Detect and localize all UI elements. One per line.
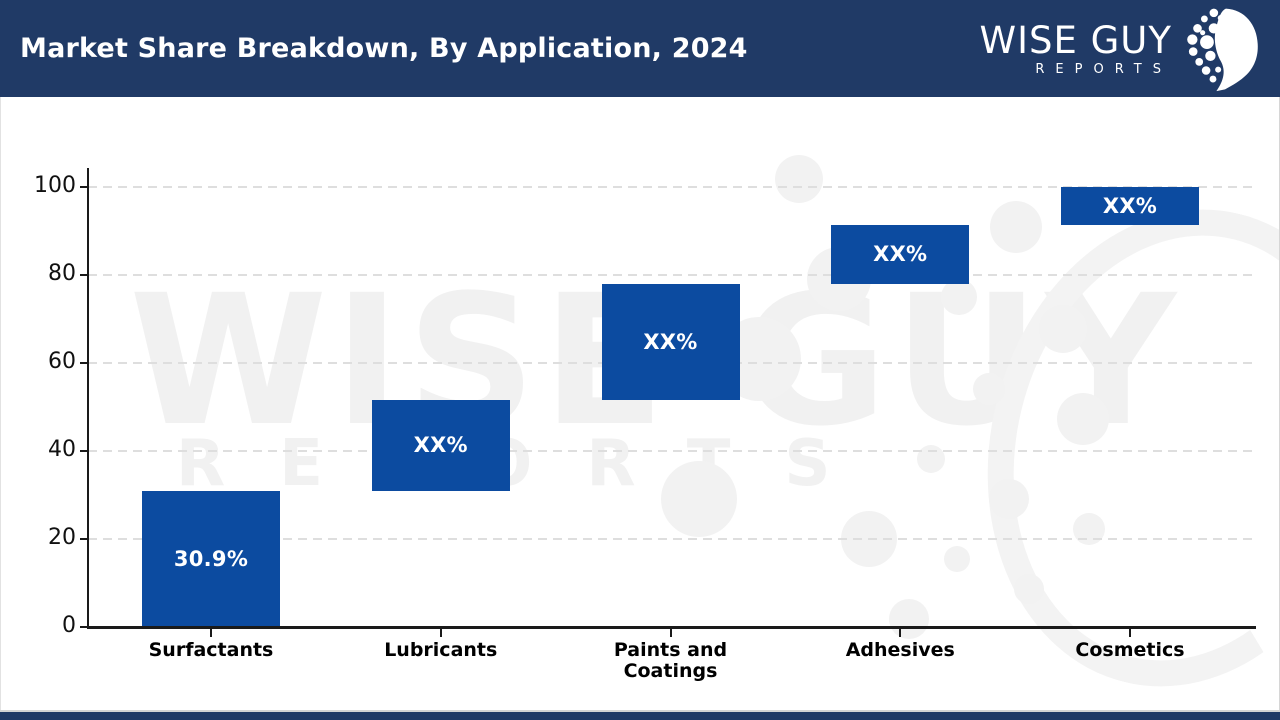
x-axis-tick-mark: [439, 629, 442, 637]
watermark-dot: [1039, 305, 1087, 353]
x-axis-category-label: Cosmetics: [1075, 639, 1185, 661]
bar-value-label: XX%: [413, 433, 468, 458]
x-axis-category-label: Surfactants: [148, 639, 274, 661]
wise-guy-logo: WISE GUY REPORTS: [980, 6, 1262, 92]
watermark-dot: [889, 599, 929, 639]
bar-value-label: XX%: [643, 329, 698, 354]
logo-text: WISE GUY REPORTS: [980, 22, 1172, 76]
y-axis-tick-label: 100: [34, 173, 76, 198]
watermark-dot: [944, 546, 970, 572]
page-title: Market Share Breakdown, By Application, …: [20, 33, 748, 64]
x-axis-category-label: Lubricants: [384, 639, 498, 661]
bar-adhesives: XX%: [831, 224, 970, 284]
watermark-dot: [941, 279, 977, 315]
x-axis-tick-mark: [899, 629, 902, 637]
gridline: [88, 186, 1255, 188]
gridline: [88, 450, 1255, 452]
logo-subtext: REPORTS: [1035, 61, 1172, 77]
bar-value-label: XX%: [873, 242, 928, 267]
y-axis-tick-label: 60: [48, 349, 76, 374]
gridline: [88, 538, 1255, 540]
bar-cosmetics: XX%: [1061, 187, 1199, 225]
x-axis-tick-mark: [210, 629, 212, 637]
watermark-subtext: REPORTS: [176, 427, 885, 501]
watermark-dot: [917, 445, 945, 473]
header-bar: Market Share Breakdown, By Application, …: [0, 0, 1280, 97]
watermark-dot: [661, 461, 737, 537]
y-axis-tick-mark: [80, 450, 88, 452]
x-axis-tick-mark: [669, 629, 672, 637]
y-axis-tick-label: 20: [48, 525, 76, 550]
watermark-dot: [1073, 513, 1105, 545]
y-axis-line: [87, 168, 89, 629]
x-axis-line: [87, 626, 1256, 629]
y-axis-tick-mark: [80, 626, 88, 628]
bar-value-label: 30.9%: [173, 547, 249, 571]
y-axis-tick-mark: [80, 186, 88, 188]
watermark-dot: [973, 373, 1005, 405]
bar-value-label: XX%: [1102, 193, 1158, 218]
x-axis-category-label: Adhesives: [845, 639, 955, 661]
y-axis-tick-mark: [80, 274, 88, 276]
watermark-dot: [1014, 574, 1044, 604]
watermark-dot: [989, 479, 1029, 519]
watermark-dot: [990, 201, 1042, 253]
logo-wordmark: WISE GUY: [979, 18, 1172, 62]
gridline: [88, 274, 1255, 276]
y-axis-tick-label: 80: [48, 261, 76, 286]
y-axis-tick-label: 0: [62, 613, 76, 638]
x-axis-tick-mark: [1129, 629, 1131, 637]
dotted-face-icon: [1187, 8, 1258, 91]
footer-bar: [0, 710, 1280, 720]
y-axis-tick-mark: [80, 362, 88, 364]
watermark-dot: [775, 155, 823, 203]
bar-surfactants: 30.9%: [142, 491, 280, 627]
bar-paints-and-coatings: XX%: [601, 283, 740, 400]
watermark-face-curve: [938, 167, 1279, 712]
watermark-dot: [1057, 393, 1109, 445]
y-axis-tick-mark: [80, 538, 88, 540]
bar-lubricants: XX%: [371, 399, 510, 492]
y-axis-tick-label: 40: [48, 437, 76, 462]
x-axis-category-label: Paints and Coatings: [613, 639, 728, 682]
